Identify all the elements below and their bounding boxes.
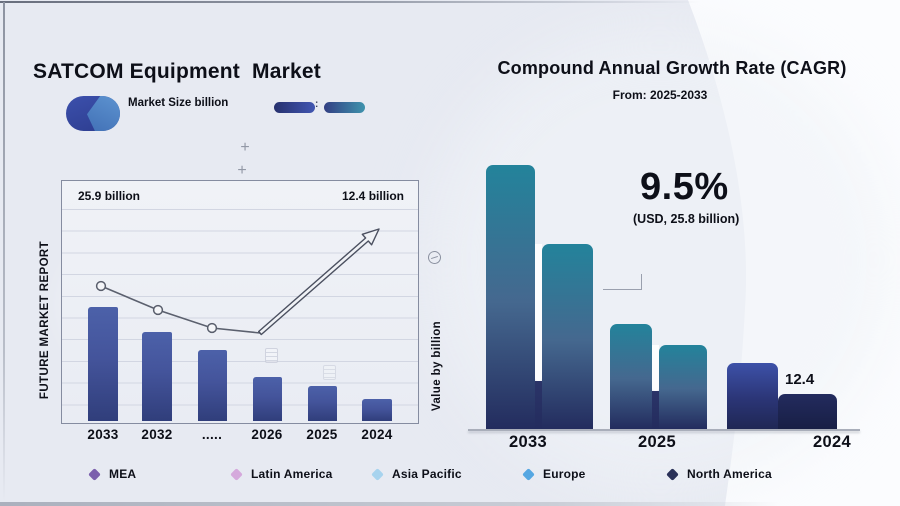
- legend-item-asia-pacific: Asia Pacific: [371, 467, 462, 481]
- legend-label: Latin America: [251, 467, 333, 481]
- left-bar-2032: [142, 332, 172, 421]
- plus-decoration-icon: +: [237, 162, 247, 179]
- bar-gap-merged: [652, 391, 659, 429]
- left-chart-start-value: 25.9 billion: [78, 189, 141, 203]
- legend-label: MEA: [109, 467, 137, 481]
- right-chart-subtitle: From: 2025-2033: [612, 88, 708, 102]
- left-category-label: 2024: [361, 427, 393, 442]
- left-bar-2033: [88, 307, 118, 421]
- bar-gap-highlight: [652, 345, 659, 391]
- bar-gap-highlight: [535, 244, 542, 381]
- legend-label: North America: [687, 467, 772, 481]
- left-category-label: 2025: [306, 427, 338, 442]
- right-bar-2025-2: [659, 345, 707, 429]
- legend-item-europe: Europe: [522, 467, 586, 481]
- left-bar-2025: [308, 386, 337, 421]
- right-category-label: 2025: [638, 433, 676, 451]
- ratio-pill-right-icon: [324, 102, 365, 113]
- frame-left-edge: [3, 2, 5, 502]
- market-size-pill-icon: [66, 96, 120, 131]
- legend-diamond-icon: [230, 467, 243, 481]
- left-category-label: 2033: [87, 427, 119, 442]
- ratio-pill-left-icon: [274, 102, 315, 113]
- right-bar-2025-1: [610, 324, 652, 429]
- left-chart-plot-area: [61, 180, 419, 424]
- watermark-document-icon: [265, 348, 278, 363]
- cagr-note: (USD, 25.8 billion): [633, 212, 740, 226]
- left-chart-end-value: 12.4 billion: [342, 189, 405, 203]
- page-title: SATCOM Equipment Market: [33, 60, 321, 83]
- market-size-label: Market Size billion: [128, 97, 229, 109]
- legend-diamond-icon: [88, 467, 101, 481]
- legend-item-mea: MEA: [88, 467, 137, 481]
- right-chart-title: Compound Annual Growth Rate (CAGR): [497, 58, 847, 78]
- frame-top-edge: [0, 1, 700, 3]
- legend-diamond-icon: [666, 467, 679, 481]
- legend-item-latin-america: Latin America: [230, 467, 333, 481]
- right-chart-y-axis-label: Value by billion: [431, 320, 443, 412]
- watermark-document-icon: [323, 365, 336, 380]
- legend-label: Asia Pacific: [392, 467, 462, 481]
- legend-item-north-america: North America: [666, 467, 772, 481]
- right-bar-2024-1: [727, 363, 778, 429]
- left-category-label: 2026: [251, 427, 283, 442]
- right-category-label: 2024: [813, 433, 851, 451]
- left-bar-2024: [362, 399, 392, 421]
- ratio-colon: :: [315, 99, 319, 110]
- left-chart-gridlines: [62, 209, 418, 411]
- right-chart-2024-data-label: 12.4: [785, 371, 815, 388]
- frame-bottom-edge: [0, 502, 780, 506]
- left-category-label: 2032: [141, 427, 173, 442]
- left-bar-.....: [198, 350, 227, 421]
- left-chart-y-axis-label: FUTURE MARKET REPORT: [39, 240, 51, 400]
- left-bar-2026: [253, 377, 282, 421]
- step-bracket-decoration: [603, 274, 642, 290]
- cagr-value: 9.5%: [640, 166, 729, 208]
- left-category-label: .....: [201, 427, 223, 442]
- right-bar-2033-2: [542, 244, 593, 429]
- legend-diamond-icon: [522, 467, 535, 481]
- right-chart-axis-line: [468, 429, 860, 431]
- right-category-label: 2033: [509, 433, 547, 451]
- right-bar-2033-1: [486, 165, 535, 429]
- legend-diamond-icon: [371, 467, 384, 481]
- right-bar-2024-2: [778, 394, 837, 429]
- plus-decoration-icon: +: [240, 139, 250, 156]
- legend-label: Europe: [543, 467, 586, 481]
- bar-gap-merged: [535, 381, 542, 429]
